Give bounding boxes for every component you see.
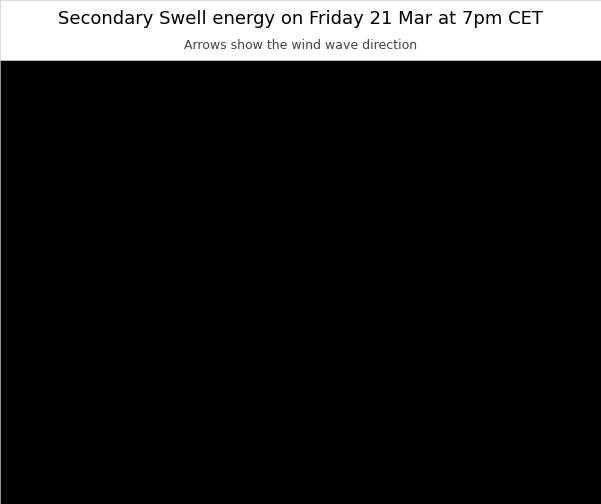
Text: Arrows show the wind wave direction: Arrows show the wind wave direction (184, 39, 417, 52)
Text: Secondary Swell energy on Friday 21 Mar at 7pm CET: Secondary Swell energy on Friday 21 Mar … (58, 11, 543, 28)
